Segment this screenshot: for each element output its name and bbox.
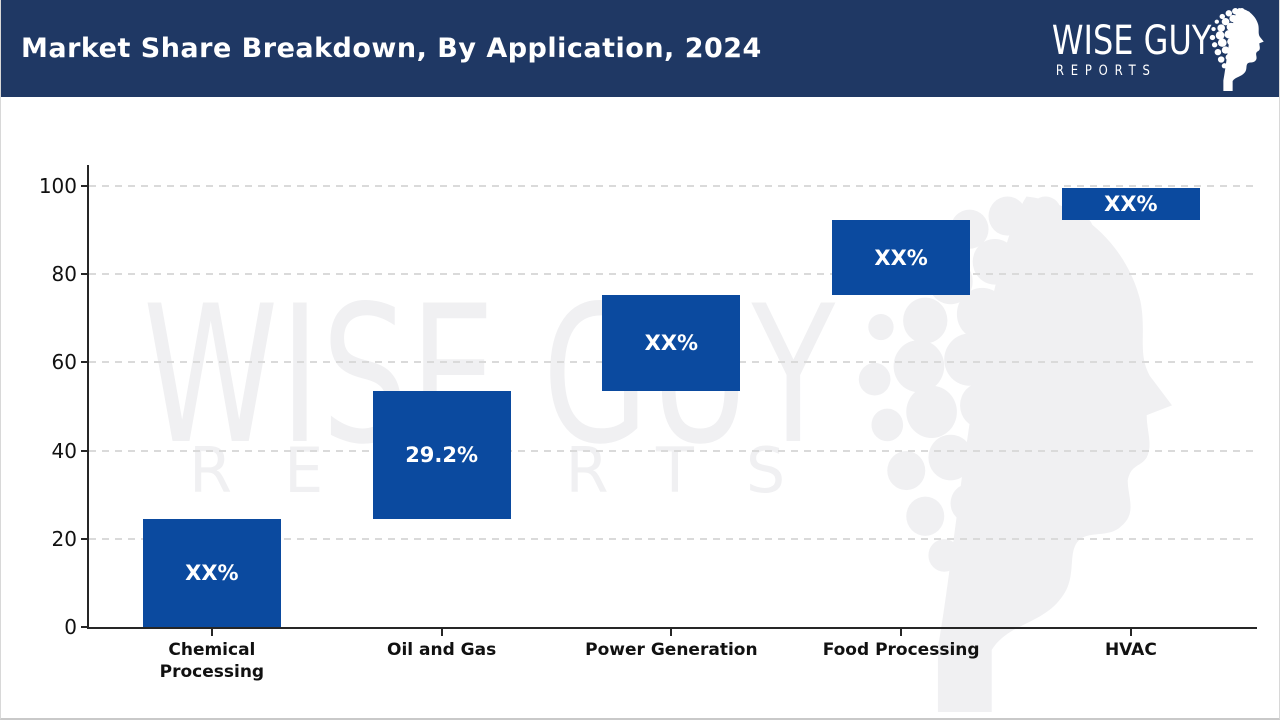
logo-subtitle: REPORTS	[1055, 63, 1157, 79]
bar-value-label: XX%	[185, 561, 239, 586]
x-axis-line	[87, 627, 1257, 629]
bar-5: XX%	[1061, 187, 1200, 221]
bar-value-label: 29.2%	[405, 442, 479, 467]
bar-value-label: XX%	[874, 245, 928, 270]
gridline-20	[89, 537, 1257, 540]
y-tick-mark	[81, 361, 89, 364]
x-category-label: Chemical Processing	[159, 640, 265, 682]
x-category-label: Oil and Gas	[387, 640, 497, 660]
x-tick-mark	[900, 629, 903, 636]
y-tick-label: 40	[51, 438, 77, 463]
logo-wordmark: WISE GUY	[1051, 18, 1211, 64]
x-tick-mark	[210, 629, 213, 636]
bar-3: XX%	[602, 295, 741, 391]
logo-text: WISE GUY REPORTS	[1051, 19, 1211, 79]
x-category-label: HVAC	[1104, 640, 1157, 660]
y-tick-label: 80	[51, 262, 77, 287]
wiseguy-logo: WISE GUY REPORTS	[1012, 5, 1267, 93]
y-tick-label: 0	[64, 615, 77, 639]
y-tick-label: 20	[51, 526, 77, 551]
wiseguy-head-icon	[1207, 7, 1267, 91]
x-tick-mark	[440, 629, 443, 636]
y-tick-mark	[81, 537, 89, 540]
x-category-label: Food Processing	[822, 640, 980, 660]
page-title: Market Share Breakdown, By Application, …	[21, 33, 762, 64]
gridline-100	[89, 185, 1257, 187]
y-tick-mark	[81, 626, 89, 628]
y-tick-label: 60	[51, 350, 77, 375]
bar-4: XX%	[832, 220, 971, 296]
y-tick-label: 100	[38, 174, 77, 198]
header-bar: Market Share Breakdown, By Application, …	[1, 0, 1279, 97]
bar-2: 29.2%	[372, 390, 511, 520]
x-category-label: Power Generation	[585, 640, 758, 660]
y-tick-mark	[81, 273, 89, 276]
y-tick-mark	[81, 449, 89, 452]
gridline-80	[89, 273, 1257, 276]
y-tick-mark	[81, 185, 89, 187]
x-tick-mark	[670, 629, 673, 636]
bar-1: XX%	[142, 519, 281, 627]
bar-value-label: XX%	[1104, 192, 1158, 217]
gridline-40	[89, 449, 1257, 452]
bar-value-label: XX%	[644, 330, 699, 355]
x-tick-mark	[1129, 629, 1132, 636]
y-axis-line	[87, 165, 89, 629]
